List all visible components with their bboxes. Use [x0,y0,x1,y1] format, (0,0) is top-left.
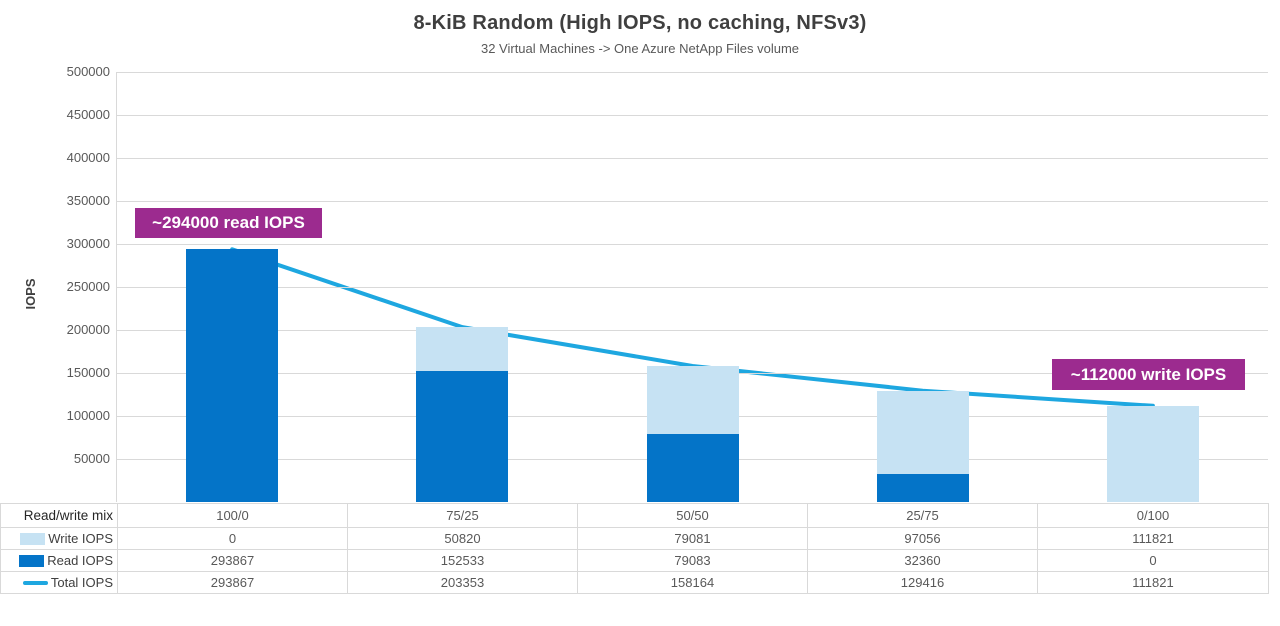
legend-swatch-write-iops [20,533,46,545]
bar-segment-write [876,390,969,475]
y-axis-tick-label: 250000 [66,279,110,294]
gridline [117,244,1268,245]
stacked-bar [186,249,279,502]
series-name: Read IOPS [47,553,113,568]
stacked-bar [646,366,739,502]
annotation-write-iops: ~112000 write IOPS [1052,359,1245,390]
bar-segment-read [416,370,509,502]
row-header-label: Read/write mix [0,503,118,528]
value-cell: 0 [1037,549,1269,572]
category-header: 25/75 [807,503,1038,528]
stacked-bar [876,390,969,502]
chart-subtitle: 32 Virtual Machines -> One Azure NetApp … [480,41,800,56]
bar-segment-write [1106,405,1199,502]
table-row-total-iops: Total IOPS 293867 203353 158164 129416 111821 [0,571,1269,594]
bar-segment-write [646,366,739,434]
value-cell: 79081 [577,527,808,550]
y-axis-tick-label: 100000 [66,408,110,423]
series-name: Total IOPS [50,575,113,590]
gridline [117,72,1268,73]
value-cell: 293867 [117,549,348,572]
stacked-bar [416,327,509,502]
stacked-bar [1106,405,1199,502]
value-cell: 0 [117,527,348,550]
table-row-write-iops: Write IOPS 0 50820 79081 97056 111821 [0,527,1269,550]
value-cell: 152533 [347,549,578,572]
bar-segment-read [876,474,969,502]
value-cell: 158164 [577,571,808,594]
y-axis-tick-label: 450000 [66,107,110,122]
annotation-read-iops: ~294000 read IOPS [135,208,322,238]
y-axis-tick-label: 350000 [66,193,110,208]
annotation-read-iops-text: ~294000 read IOPS [152,213,305,232]
y-axis-tick-label: 500000 [66,64,110,79]
series-name: Write IOPS [48,531,113,546]
category-header: 50/50 [577,503,808,528]
y-axis-tick-label: 300000 [66,236,110,251]
chart-title: 8-KiB Random (High IOPS, no caching, NFS… [413,12,867,34]
value-cell: 50820 [347,527,578,550]
value-cell: 111821 [1037,571,1269,594]
table-header-row: Read/write mix 100/0 75/25 50/50 25/75 0/100 [0,503,1269,528]
gridline [117,330,1268,331]
y-axis-tick-label: 50000 [73,451,110,466]
value-cell: 79083 [577,549,808,572]
table-row-read-iops: Read IOPS 293867 152533 79083 32360 0 [0,549,1269,572]
value-cell: 203353 [347,571,578,594]
annotation-write-iops-text: ~112000 write IOPS [1070,365,1227,384]
y-axis-tick-label: 150000 [66,365,110,380]
series-label-cell: Total IOPS [0,571,118,594]
gridline [117,201,1268,202]
y-axis-tick-label: 200000 [66,322,110,337]
value-cell: 111821 [1037,527,1269,550]
value-cell: 129416 [807,571,1038,594]
value-cell: 32360 [807,549,1038,572]
value-cell: 293867 [117,571,348,594]
category-header: 75/25 [347,503,578,528]
y-axis-tick-label: 400000 [66,150,110,165]
series-label-cell: Write IOPS [0,527,118,550]
gridline [117,287,1268,288]
legend-swatch-read-iops [19,555,45,567]
series-label-cell: Read IOPS [0,549,118,572]
category-header: 100/0 [117,503,348,528]
gridline [117,115,1268,116]
gridline [117,158,1268,159]
bar-segment-write [416,327,509,371]
value-cell: 97056 [807,527,1038,550]
plot-area [116,72,1268,502]
bar-segment-read [186,249,279,502]
data-table: Read/write mix 100/0 75/25 50/50 25/75 0/100 W… [0,503,1269,594]
y-axis-line [116,72,117,502]
legend-swatch-total-iops [22,581,48,585]
category-header: 0/100 [1037,503,1269,528]
bar-segment-read [646,434,739,502]
